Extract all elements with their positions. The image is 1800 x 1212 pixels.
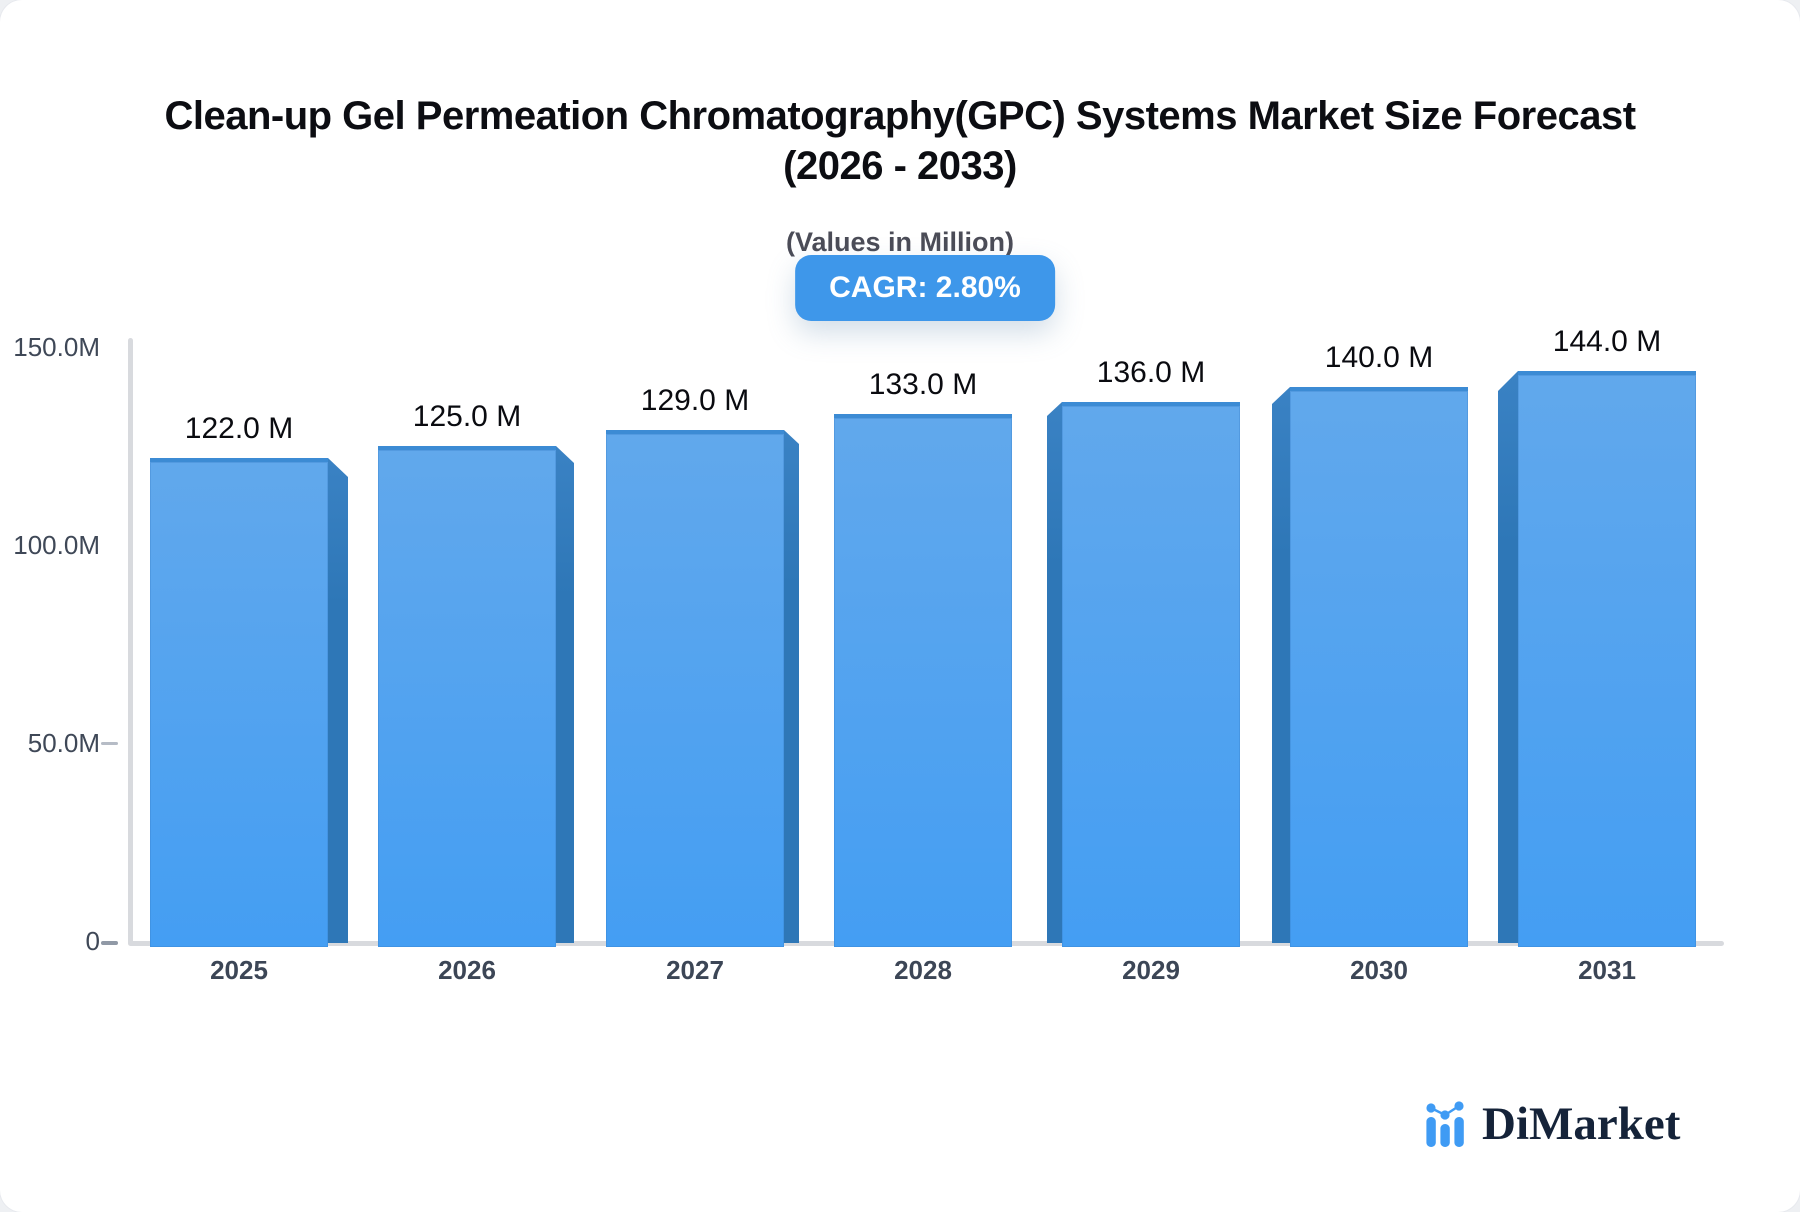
x-axis-tick-label: 2026	[438, 955, 496, 985]
y-axis-tick-label: 100.0M	[13, 530, 100, 560]
chart-title: Clean-up Gel Permeation Chromatography(G…	[164, 94, 1636, 138]
bar-value-label: 129.0 M	[640, 384, 750, 417]
bar-2030-side-face	[1272, 387, 1290, 943]
x-axis-tick-label: 2025	[210, 955, 268, 985]
bar-value-label: 136.0 M	[1096, 356, 1206, 389]
bar-2030[interactable]	[1290, 387, 1468, 947]
bar-value-label: 133.0 M	[868, 368, 978, 401]
y-axis-tick-label: 50.0M	[27, 728, 100, 758]
chart-subtitle: (Values in Million)	[785, 227, 1015, 257]
x-axis-tick-label: 2028	[894, 955, 952, 985]
chart-title-range: (2026 - 2033)	[783, 144, 1017, 188]
bar-value-label: 140.0 M	[1324, 341, 1434, 374]
bar-2025[interactable]	[150, 458, 328, 947]
y-axis-tick-label: 150.0M	[13, 332, 100, 362]
bar-2026-side-face	[556, 446, 574, 943]
bar-2027-side-face	[784, 430, 799, 943]
cagr-badge-text: CAGR: 2.80%	[829, 271, 1021, 304]
y-axis-tick-mark	[101, 941, 118, 945]
y-axis-line	[128, 338, 133, 945]
bar-2025-side-face	[328, 458, 348, 943]
bar-value-label: 125.0 M	[412, 400, 522, 433]
dimarket-logo: DiMarket	[1424, 1100, 1680, 1148]
x-axis-tick-label: 2030	[1350, 955, 1408, 985]
cagr-badge: CAGR: 2.80%	[795, 255, 1055, 321]
bar-2029-side-face	[1047, 402, 1062, 943]
dimarket-logo-text: DiMarket	[1482, 1098, 1681, 1150]
bar-2027[interactable]	[606, 430, 784, 947]
dimarket-logo-icon	[1426, 1101, 1464, 1147]
bar-value-label: 122.0 M	[184, 412, 294, 445]
y-axis-tick-label: 0	[85, 926, 100, 956]
bar-2026[interactable]	[378, 446, 556, 947]
x-axis-tick-label: 2027	[666, 955, 724, 985]
bar-2031[interactable]	[1518, 371, 1696, 947]
y-axis-tick-mark	[101, 742, 118, 745]
bar-2028[interactable]	[834, 414, 1012, 947]
bar-2031-side-face	[1498, 371, 1518, 943]
bar-2029[interactable]	[1062, 402, 1240, 947]
x-axis-tick-label: 2029	[1122, 955, 1180, 985]
x-axis-tick-label: 2031	[1578, 955, 1636, 985]
bar-value-label: 144.0 M	[1552, 325, 1662, 358]
